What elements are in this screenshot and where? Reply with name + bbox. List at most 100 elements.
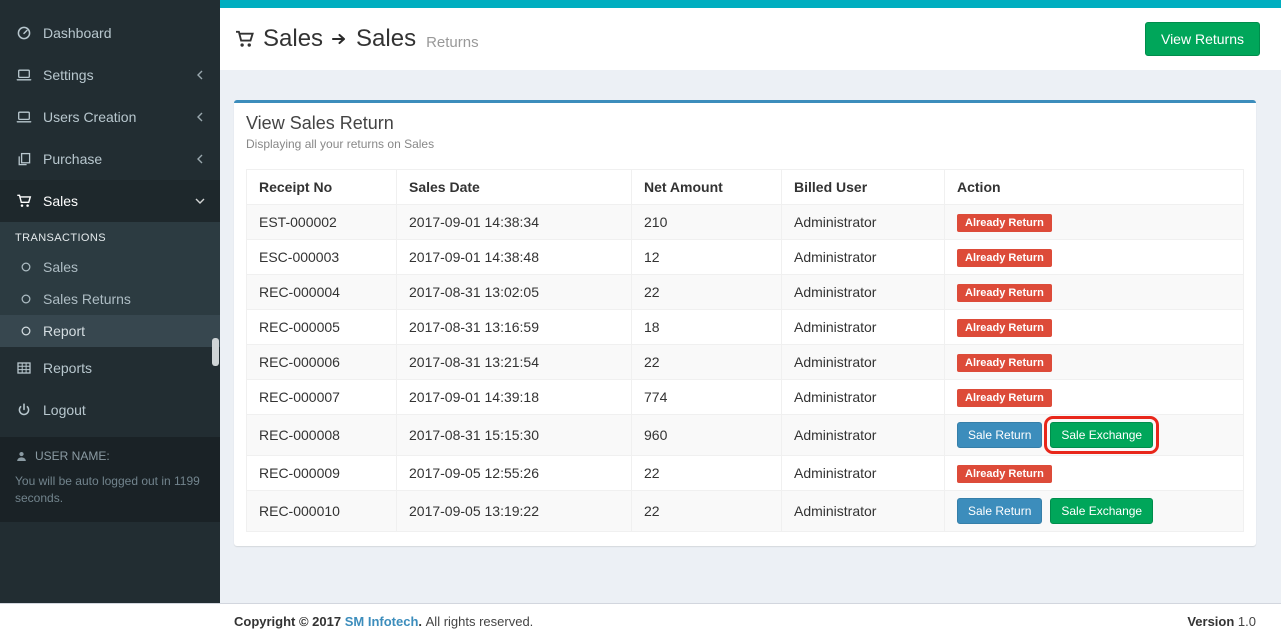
sale-return-button[interactable]: Sale Return [957,422,1043,448]
cell-action: Already Return [944,379,1244,415]
cell-receipt-no: REC-000005 [246,309,397,345]
files-icon [15,151,33,167]
table-row: REC-000008 2017-08-31 15:15:30 960 Administ… [246,414,1244,456]
user-name-label: USER NAME: [35,449,110,463]
already-return-badge: Already Return [957,388,1052,407]
content-body: View Sales Return Displaying all your re… [220,70,1281,603]
sidebar-item-logout[interactable]: Logout [0,389,220,431]
cell-sales-date: 2017-09-05 13:19:22 [396,490,632,532]
cell-billed-user: Administrator [781,309,945,345]
top-accent-strip [220,0,1281,8]
sidebar-item-label: Dashboard [43,25,112,41]
cell-sales-date: 2017-09-01 14:39:18 [396,379,632,415]
cell-receipt-no: REC-000008 [246,414,397,456]
panel-subtitle: Displaying all your returns on Sales [246,137,435,151]
cell-receipt-no: REC-000007 [246,379,397,415]
already-return-badge: Already Return [957,283,1052,302]
cell-action: Already Return [944,344,1244,380]
breadcrumb-secondary: Sales [356,25,417,52]
table-row: REC-000006 2017-08-31 13:21:54 22 Administr… [246,344,1244,380]
chevron-left-icon [195,70,205,80]
cell-billed-user: Administrator [781,490,945,532]
gauge-icon [15,25,33,41]
already-return-badge: Already Return [957,353,1052,372]
already-return-badge: Already Return [957,464,1052,483]
cell-billed-user: Administrator [781,274,945,310]
company-link[interactable]: SM Infotech [344,614,419,629]
cell-receipt-no: REC-000009 [246,455,397,491]
version-label: Version [1187,614,1235,629]
sidebar-subitem-sales-returns[interactable]: Sales Returns [0,283,220,315]
already-return-badge: Already Return [957,318,1052,337]
chevron-down-icon [195,196,205,206]
transactions-section-header: TRANSACTIONS [15,232,106,244]
chevron-left-icon [195,154,205,164]
table-row: REC-000004 2017-08-31 13:02:05 22 Administr… [246,274,1244,310]
cell-net-amount: 22 [631,455,782,491]
view-returns-button[interactable]: View Returns [1144,22,1260,56]
version: Version 1.0 [1187,614,1256,629]
table-body: EST-000002 2017-09-01 14:38:34 210 Administ… [246,204,1244,532]
cell-receipt-no: REC-000004 [246,274,397,310]
table-row: REC-000005 2017-08-31 13:16:59 18 Administr… [246,309,1244,345]
arrow-right-icon [331,32,348,46]
cell-net-amount: 210 [631,204,782,240]
sidebar-item-label: Sales [43,193,79,209]
already-return-badge: Already Return [957,213,1052,232]
sale-return-button[interactable]: Sale Return [957,498,1043,524]
sale-exchange-button[interactable]: Sale Exchange [1050,498,1154,524]
cell-net-amount: 22 [631,344,782,380]
sales-returns-table: Receipt No Sales Date Net Amount Billed Use… [246,169,1244,532]
table-row: REC-000010 2017-09-05 13:19:22 22 Administr… [246,490,1244,532]
panel-title: View Sales Return [246,113,394,133]
cell-net-amount: 12 [631,239,782,275]
sidebar-item-label: Reports [43,360,93,376]
content-area: Sales Sales Returns View Returns View Sa… [220,0,1281,603]
chevron-left-icon [195,112,205,122]
cell-receipt-no: REC-000006 [246,344,397,380]
sidebar-item-sales[interactable]: Sales [0,180,220,222]
cell-action: Sale Return Sale Exchange [944,414,1244,456]
cell-action: Already Return [944,239,1244,275]
sidebar-item-users-creation[interactable]: Users Creation [0,96,220,138]
cell-billed-user: Administrator [781,344,945,380]
already-return-badge: Already Return [957,248,1052,267]
sidebar-subitem-label: Sales Returns [43,291,131,307]
sidebar: Dashboard Settings Users Creation [0,0,220,603]
cell-sales-date: 2017-09-05 12:55:26 [396,455,632,491]
cell-net-amount: 774 [631,379,782,415]
cell-billed-user: Administrator [781,379,945,415]
sidebar-subitem-label: Report [43,323,86,339]
sale-exchange-button[interactable]: Sale Exchange [1044,416,1160,454]
cart-icon [234,29,255,49]
cell-sales-date: 2017-09-01 14:38:34 [396,204,632,240]
sidebar-scrollbar-thumb[interactable] [212,338,219,366]
sidebar-item-label: Users Creation [43,109,137,125]
power-icon [15,402,33,418]
cell-receipt-no: EST-000002 [246,204,397,240]
sidebar-item-dashboard[interactable]: Dashboard [0,12,220,54]
main-row: Dashboard Settings Users Creation [0,0,1281,603]
sidebar-subitem-report[interactable]: Report [0,315,220,347]
auto-logout-notice: You will be auto logged out in 1199 seco… [15,474,200,506]
sidebar-item-label: Logout [43,402,86,418]
table-row: REC-000007 2017-09-01 14:39:18 774 Administ… [246,379,1244,415]
table-icon [15,360,33,376]
cell-billed-user: Administrator [781,239,945,275]
sidebar-item-purchase[interactable]: Purchase [0,138,220,180]
sidebar-subitem-sales[interactable]: Sales [0,251,220,283]
cart-icon [15,193,33,209]
table-row: ESC-000003 2017-09-01 14:38:48 12 Administr… [246,239,1244,275]
sales-submenu: TRANSACTIONS Sales Sales Returns [0,222,220,347]
cell-net-amount: 18 [631,309,782,345]
circle-outline-icon [18,260,34,274]
cell-sales-date: 2017-08-31 13:21:54 [396,344,632,380]
cell-billed-user: Administrator [781,204,945,240]
cell-sales-date: 2017-08-31 15:15:30 [396,414,632,456]
cell-action: Already Return [944,274,1244,310]
sidebar-item-reports[interactable]: Reports [0,347,220,389]
column-header: Action [944,169,1244,205]
cell-sales-date: 2017-08-31 13:16:59 [396,309,632,345]
content-header: Sales Sales Returns View Returns [220,8,1281,70]
sidebar-item-settings[interactable]: Settings [0,54,220,96]
